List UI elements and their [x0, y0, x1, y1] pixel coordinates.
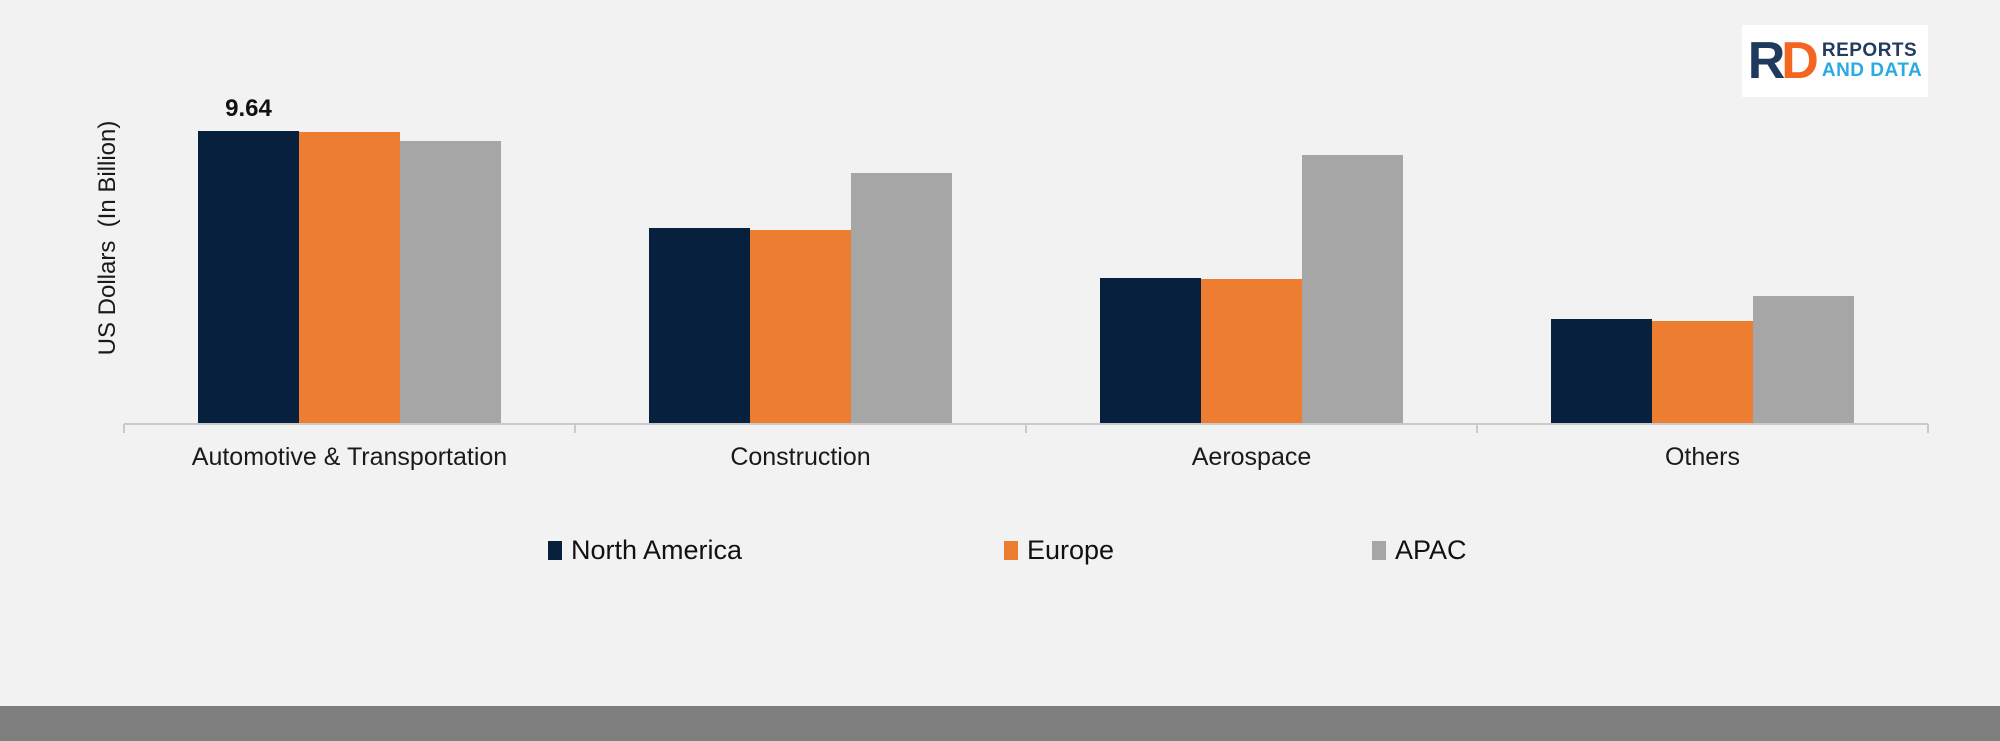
x-axis-tick	[1927, 424, 1929, 433]
x-axis-tick	[123, 424, 125, 433]
bar-value-label: 9.64	[225, 95, 272, 122]
legend-item-north-america: North America	[548, 535, 742, 565]
x-axis-category-label: Others	[1664, 443, 1741, 471]
legend-item-europe: Europe	[1004, 535, 1114, 565]
logo-letter-r: R	[1747, 32, 1786, 90]
bar-apac	[400, 141, 501, 424]
bar-europe	[1201, 279, 1302, 424]
legend-swatch-icon	[1004, 540, 1018, 560]
legend-swatch-icon	[548, 540, 562, 560]
x-axis-tick	[1025, 424, 1027, 433]
bar-europe	[299, 132, 400, 424]
logo-text-reports: REPORTS	[1821, 40, 1918, 62]
y-axis-title: US Dollars (In Billion)	[94, 120, 121, 356]
legend-label: North America	[571, 534, 743, 565]
x-axis-category-label: Aerospace	[1191, 443, 1312, 471]
logo-letter-d: D	[1781, 32, 1819, 90]
x-axis-tick	[1476, 424, 1478, 433]
bar-north-america	[649, 228, 750, 424]
bar-europe	[1652, 321, 1753, 424]
legend-label: Europe	[1027, 534, 1115, 565]
logo-wordmark: REPORTS AND DATA	[1822, 41, 1922, 81]
bar-europe	[750, 230, 851, 424]
bar-north-america	[1100, 278, 1201, 424]
legend-label: APAC	[1395, 534, 1467, 565]
legend-swatch-icon	[1372, 540, 1386, 560]
bar-apac	[1753, 296, 1854, 424]
bar-north-america	[198, 131, 299, 424]
logo-text-and-data: AND DATA	[1821, 60, 1923, 81]
bar-north-america	[1551, 319, 1652, 424]
x-axis-category-label: Automotive & Transportation	[191, 443, 508, 471]
x-axis-tick	[574, 424, 576, 433]
legend-item-apac: APAC	[1372, 535, 1467, 565]
bar-apac	[851, 173, 952, 424]
x-axis-category-label: Construction	[730, 443, 871, 471]
footer-bar	[0, 706, 2000, 741]
bar-apac	[1302, 155, 1403, 424]
